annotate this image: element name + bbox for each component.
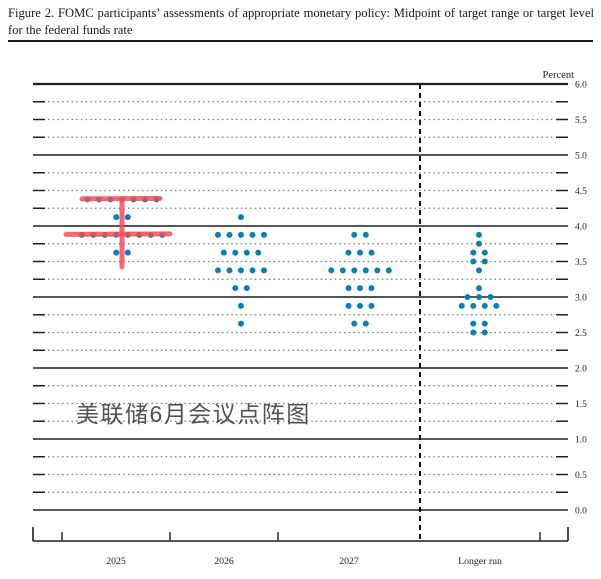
policy-dot xyxy=(464,294,471,300)
policy-dot xyxy=(374,267,381,274)
x-axis-label: 2027 xyxy=(339,556,359,567)
policy-dot xyxy=(357,285,363,292)
y-axis-label: 0.0 xyxy=(575,507,587,517)
policy-dot xyxy=(238,231,244,238)
policy-dot xyxy=(357,249,363,256)
policy-dot xyxy=(351,267,358,274)
annotation-highlight-line xyxy=(79,195,163,202)
y-axis-label: 5.5 xyxy=(575,116,587,126)
policy-dot xyxy=(345,302,352,309)
x-axis-label: 2026 xyxy=(214,556,234,567)
policy-dot xyxy=(220,249,227,256)
policy-dot xyxy=(232,249,239,256)
policy-dot xyxy=(238,267,244,274)
y-axis-label: 6.0 xyxy=(575,81,587,91)
policy-dot xyxy=(238,320,244,327)
policy-dot xyxy=(345,285,352,292)
policy-dot xyxy=(362,231,369,238)
policy-dot xyxy=(328,267,335,274)
policy-dot xyxy=(249,231,256,238)
policy-dot xyxy=(481,320,488,327)
y-axis-label: 4.0 xyxy=(575,223,587,233)
policy-dot xyxy=(470,302,477,309)
policy-dot xyxy=(261,231,267,238)
policy-dot xyxy=(362,320,369,327)
y-axis-label: 2.5 xyxy=(575,329,587,339)
y-axis-label: 5.0 xyxy=(575,152,587,162)
policy-dot xyxy=(368,302,375,309)
watermark-text: 美联储6月会议点阵图 xyxy=(76,401,311,427)
policy-dot xyxy=(243,249,250,256)
policy-dot xyxy=(351,320,358,327)
y-axis-label: 4.5 xyxy=(575,187,587,197)
policy-dot xyxy=(226,267,233,274)
y-axis-label: 3.5 xyxy=(575,258,587,268)
policy-dot xyxy=(113,249,120,256)
policy-dot xyxy=(476,231,482,238)
y-axis-label: 1.5 xyxy=(575,400,587,410)
policy-dot xyxy=(215,231,221,238)
policy-dot xyxy=(476,294,482,300)
policy-dot xyxy=(470,320,477,327)
policy-dot xyxy=(481,302,488,309)
policy-dot xyxy=(215,267,221,274)
policy-dot xyxy=(476,285,482,292)
policy-dot xyxy=(470,249,477,256)
policy-dot xyxy=(357,302,363,309)
policy-dot xyxy=(476,267,482,274)
policy-dot xyxy=(243,285,250,292)
policy-dot xyxy=(470,258,477,265)
y-axis-label: 2.0 xyxy=(575,365,587,375)
y-axis-label: 3.0 xyxy=(575,294,587,304)
policy-dot xyxy=(124,214,131,221)
policy-dot xyxy=(481,329,488,336)
policy-dot xyxy=(493,302,500,309)
y-axis-label: 0.5 xyxy=(575,471,587,481)
policy-dot xyxy=(487,294,494,300)
y-axis-title: Percent xyxy=(543,70,575,81)
policy-dot xyxy=(362,267,369,274)
title-rule xyxy=(8,40,593,42)
x-axis-label: 2025 xyxy=(106,556,126,567)
policy-dot xyxy=(368,249,375,256)
policy-dot xyxy=(470,329,477,336)
policy-dot xyxy=(238,302,244,309)
policy-dot xyxy=(238,214,244,221)
policy-dot xyxy=(261,267,267,274)
annotation-highlight-line xyxy=(63,231,173,237)
policy-dot xyxy=(249,267,256,274)
policy-dot xyxy=(385,267,392,274)
policy-dot xyxy=(339,267,346,274)
policy-dot xyxy=(351,231,358,238)
y-axis-label: 1.0 xyxy=(575,436,587,446)
policy-dot xyxy=(226,231,233,238)
policy-dot xyxy=(124,249,131,256)
policy-dot xyxy=(368,285,375,292)
policy-dot xyxy=(481,249,488,256)
policy-dot xyxy=(476,240,482,247)
x-axis-label: Longer run xyxy=(458,556,502,567)
figure-title: Figure 2. FOMC participants’ assessments… xyxy=(8,6,594,37)
policy-dot xyxy=(113,214,120,221)
policy-dot xyxy=(458,302,465,309)
policy-dot xyxy=(255,249,262,256)
policy-dot xyxy=(232,285,239,292)
policy-dot xyxy=(345,249,352,256)
policy-dot xyxy=(481,258,488,265)
